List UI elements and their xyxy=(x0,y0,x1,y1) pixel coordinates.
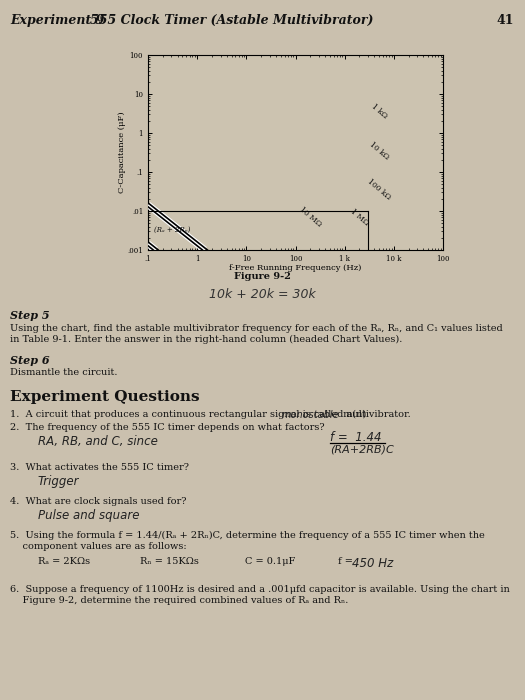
Text: monostable: monostable xyxy=(282,410,340,420)
Text: Rₐ = 2KΩs: Rₐ = 2KΩs xyxy=(38,557,90,566)
Text: in Table 9-1. Enter the answer in the right-hand column (headed ​Chart Values​).: in Table 9-1. Enter the answer in the ri… xyxy=(10,335,402,344)
Text: (Rₐ + 2Rₙ): (Rₐ + 2Rₙ) xyxy=(154,226,190,234)
Text: multivibrator.: multivibrator. xyxy=(340,410,411,419)
Text: 555 Clock Timer (Astable Multivibrator): 555 Clock Timer (Astable Multivibrator) xyxy=(90,14,373,27)
Text: 10 kΩ: 10 kΩ xyxy=(368,140,391,161)
Text: f =  1.44: f = 1.44 xyxy=(330,431,382,444)
Text: Experiment Questions: Experiment Questions xyxy=(10,390,200,404)
Text: 2.  The frequency of the 555 IC timer depends on what factors?: 2. The frequency of the 555 IC timer dep… xyxy=(10,423,324,432)
Text: RA, RB, and C, since: RA, RB, and C, since xyxy=(38,435,158,448)
Text: Trigger: Trigger xyxy=(38,475,79,488)
Text: Rₙ = 15KΩs: Rₙ = 15KΩs xyxy=(140,557,199,566)
Text: Using the chart, find the astable multivibrator frequency for each of the Rₐ, Rₙ: Using the chart, find the astable multiv… xyxy=(10,324,503,333)
Text: Step 6: Step 6 xyxy=(10,355,50,366)
Text: 1.  A circuit that produces a continuous rectangular signal is called a(n): 1. A circuit that produces a continuous … xyxy=(10,410,370,419)
X-axis label: f-Free Running Frequency (Hz): f-Free Running Frequency (Hz) xyxy=(229,265,362,272)
Text: Figure 9-2: Figure 9-2 xyxy=(234,272,291,281)
Text: Figure 9-2, determine the required combined values of Rₐ and Rₙ.: Figure 9-2, determine the required combi… xyxy=(10,596,349,605)
Text: 6.  Suppose a frequency of 1100Hz is desired and a .001μfd capacitor is availabl: 6. Suppose a frequency of 1100Hz is desi… xyxy=(10,585,510,594)
Text: Dismantle the circuit.: Dismantle the circuit. xyxy=(10,368,118,377)
Text: Step 5: Step 5 xyxy=(10,310,50,321)
Text: C = 0.1μF: C = 0.1μF xyxy=(245,557,296,566)
Text: component values are as follows:: component values are as follows: xyxy=(10,542,186,551)
Text: f =: f = xyxy=(338,557,356,566)
Text: 10k + 20k = 30k: 10k + 20k = 30k xyxy=(209,288,316,301)
Text: 100 kΩ: 100 kΩ xyxy=(366,178,392,202)
Text: 3.  What activates the 555 IC timer?: 3. What activates the 555 IC timer? xyxy=(10,463,189,472)
Text: 5.  Using the formula f = 1.44/(Rₐ + 2Rₙ)C, determine the frequency of a 555 IC : 5. Using the formula f = 1.44/(Rₐ + 2Rₙ)… xyxy=(10,531,485,540)
Text: (RA+2RB)C: (RA+2RB)C xyxy=(330,444,394,454)
Text: 1 MΩ: 1 MΩ xyxy=(349,207,370,227)
Text: Pulse and square: Pulse and square xyxy=(38,509,140,522)
Text: 4.  What are clock signals used for?: 4. What are clock signals used for? xyxy=(10,497,186,506)
Text: 41: 41 xyxy=(497,14,514,27)
Text: 450 Hz: 450 Hz xyxy=(352,557,393,570)
Y-axis label: C-Capacitance (μF): C-Capacitance (μF) xyxy=(118,112,126,193)
Text: 1 kΩ: 1 kΩ xyxy=(370,103,388,120)
Text: Experiment 9: Experiment 9 xyxy=(10,14,104,27)
Text: 10 MΩ: 10 MΩ xyxy=(298,206,323,228)
